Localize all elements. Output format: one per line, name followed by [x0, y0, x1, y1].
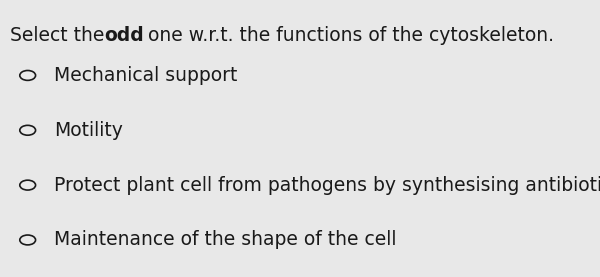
Text: Protect plant cell from pathogens by synthesising antibiotics: Protect plant cell from pathogens by syn… — [54, 176, 600, 195]
Text: Mechanical support: Mechanical support — [54, 66, 238, 85]
Text: Maintenance of the shape of the cell: Maintenance of the shape of the cell — [54, 230, 397, 250]
Text: Select the: Select the — [10, 26, 110, 45]
Text: one w.r.t. the functions of the cytoskeleton.: one w.r.t. the functions of the cytoskel… — [142, 26, 554, 45]
Text: odd: odd — [105, 26, 145, 45]
Text: Motility: Motility — [54, 121, 123, 140]
